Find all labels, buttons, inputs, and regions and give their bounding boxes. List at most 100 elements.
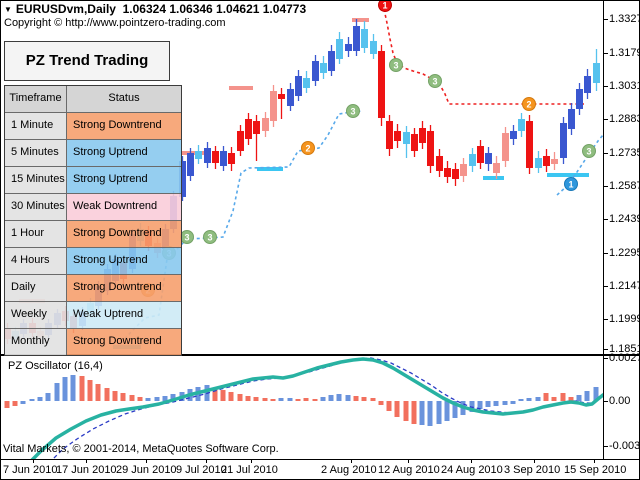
signal-marker-3 — [346, 104, 360, 118]
candlestick — [262, 118, 269, 131]
time-axis-label: 12 Aug 2010 — [378, 464, 440, 476]
trend-timeframe-cell: Daily — [5, 275, 67, 301]
oscillator-bar — [560, 393, 566, 401]
oscillator-bar — [336, 394, 342, 401]
price-axis-tick — [604, 286, 608, 287]
signal-marker-2 — [301, 141, 315, 155]
oscillator-bar — [493, 401, 499, 406]
price-axis[interactable]: 1.33270 1.31790 1.30310 1.28830 1.27350 1.258… — [604, 1, 639, 459]
time-axis-tick — [408, 460, 409, 463]
panel-separator[interactable] — [1, 354, 639, 356]
candlestick — [576, 89, 583, 109]
trend-timeframe-cell: 15 Minutes — [5, 167, 67, 193]
candlestick — [245, 119, 252, 139]
symbol-title: EURUSDvm,Daily — [15, 2, 116, 16]
oscillator-bar — [20, 401, 26, 404]
oscillator-bar — [87, 380, 93, 401]
time-axis-label: 7 Jun 2010 — [3, 464, 58, 476]
candlestick — [179, 161, 186, 197]
candlestick — [220, 151, 227, 166]
broker-watermark: Vital Markets, © 2001-2014, MetaQuotes S… — [3, 443, 279, 455]
time-axis[interactable]: 7 Jun 2010 17 Jun 2010 29 Jun 2010 9 Jul 20… — [1, 460, 639, 479]
signal-marker-3 — [582, 144, 596, 158]
oscillator-bar — [469, 401, 475, 412]
oscillator-bar — [137, 397, 143, 401]
signal-marker-1 — [564, 177, 578, 191]
trend-col-timeframe: Timeframe — [5, 86, 67, 112]
oscillator-bar — [29, 399, 35, 401]
candlestick — [543, 156, 550, 166]
oscillator-bar — [593, 387, 599, 401]
oscillator-bar — [154, 397, 160, 401]
candlestick — [568, 109, 575, 129]
oscillator-bar — [502, 401, 508, 405]
oscillator-bar — [212, 388, 218, 401]
price-axis-tick — [604, 319, 608, 320]
oscillator-bar — [54, 383, 60, 401]
candlestick — [312, 61, 319, 81]
trend-timeframe-cell: 5 Minutes — [5, 140, 67, 166]
price-axis-tick — [604, 186, 608, 187]
candlestick — [493, 163, 500, 173]
candlestick — [477, 146, 484, 163]
candlestick — [436, 156, 443, 171]
candlestick — [295, 76, 302, 96]
time-axis-tick — [86, 460, 87, 463]
trend-timeframe-cell: Weekly — [5, 302, 67, 328]
signal-marker-1 — [378, 1, 392, 12]
oscillator-bar — [112, 391, 118, 401]
oscillator-bar — [237, 394, 243, 401]
oscillator-bar — [452, 401, 458, 418]
price-axis-label: 1.28830 — [609, 113, 639, 125]
main-chart-canvas[interactable]: 233323133213 ▼EURUSDvm,Daily 1.06324 1.0… — [1, 1, 604, 356]
time-axis-label: 21 Jul 2010 — [221, 464, 278, 476]
oscillator-bar — [518, 399, 524, 401]
candlestick — [584, 76, 591, 93]
symbol-dropdown-icon[interactable]: ▼ — [4, 5, 12, 14]
oscillator-bar — [278, 398, 284, 401]
oscillator-bar — [145, 398, 151, 401]
candlestick — [278, 94, 285, 99]
signal-marker-label: 1 — [568, 179, 573, 189]
oscillator-bar — [353, 396, 359, 401]
signal-marker-label: 3 — [207, 232, 212, 242]
candlestick — [502, 133, 509, 161]
candlestick — [353, 26, 360, 51]
trend-row-daily: Daily Strong Downtrend — [5, 275, 181, 302]
price-axis-label: 1.21470 — [609, 280, 639, 292]
time-axis-label: 29 Jun 2010 — [116, 464, 177, 476]
oscillator-bar — [79, 376, 85, 401]
price-axis-label: 1.33270 — [609, 13, 639, 25]
candlestick — [593, 63, 600, 83]
oscillator-bar — [70, 375, 76, 401]
time-axis-label: 9 Jul 2010 — [176, 464, 227, 476]
candlestick — [394, 131, 401, 141]
trend-panel-title: PZ Trend Trading — [4, 41, 170, 81]
oscillator-canvas[interactable]: PZ Oscillator (16,4) Vital Markets, © 20… — [1, 356, 604, 459]
trend-timeframe-cell: 4 Hours — [5, 248, 67, 274]
trend-row-1-hour: 1 Hour Strong Downtrend — [5, 221, 181, 248]
signal-marker-label: 3 — [184, 232, 189, 242]
time-axis-label: 3 Sep 2010 — [504, 464, 561, 476]
candlestick — [419, 128, 426, 143]
ohlc-values: 1.06324 1.06346 1.04621 1.04773 — [122, 2, 307, 16]
candlestick — [452, 169, 459, 179]
trend-status-cell: Weak Downtrend — [67, 194, 181, 220]
price-axis-tick — [604, 19, 608, 20]
price-axis-label: 1.24390 — [609, 213, 639, 225]
trend-col-status: Status — [67, 86, 181, 112]
signal-marker-label: 3 — [586, 146, 591, 156]
price-axis-tick — [604, 86, 608, 87]
candlestick — [378, 51, 385, 118]
candlestick — [526, 121, 533, 168]
candlestick — [411, 134, 418, 151]
oscillator-bar — [120, 393, 126, 401]
time-axis-label: 17 Jun 2010 — [56, 464, 117, 476]
oscillator-bar — [170, 394, 176, 401]
oscillator-bar — [262, 398, 268, 401]
oscillator-bar — [535, 397, 541, 401]
price-axis-tick — [604, 401, 608, 402]
price-axis-label: 1.22950 — [609, 247, 639, 259]
trailing-stop-line-down — [383, 8, 584, 105]
